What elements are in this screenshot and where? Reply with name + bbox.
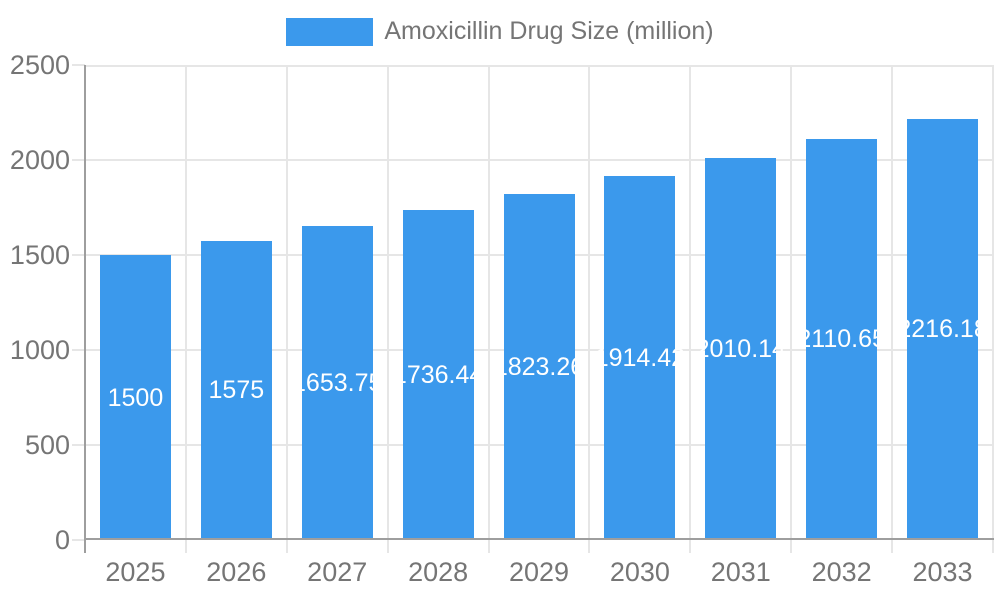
y-axis-label: 1000: [9, 335, 70, 365]
bar-2032[interactable]: [806, 138, 878, 540]
gridline-x: [790, 65, 793, 540]
x-tick: [992, 540, 994, 553]
x-axis-label-2033: 2033: [912, 557, 973, 587]
x-tick: [285, 540, 288, 553]
bar-2026[interactable]: [200, 240, 272, 540]
y-axis-line: [84, 65, 86, 553]
x-tick: [689, 540, 692, 553]
x-tick: [588, 540, 591, 553]
gridline-x: [992, 65, 994, 540]
x-axis-label-2028: 2028: [408, 557, 469, 587]
bar-2025[interactable]: [99, 255, 171, 540]
x-axis-label-2026: 2026: [206, 557, 267, 587]
x-axis-label-2027: 2027: [307, 557, 368, 587]
x-tick: [487, 540, 490, 553]
x-axis-label-2031: 2031: [710, 557, 771, 587]
y-tick-500: [72, 444, 85, 446]
y-axis-label: 1500: [9, 240, 70, 270]
x-axis-label-2029: 2029: [508, 557, 570, 587]
x-tick: [386, 540, 389, 553]
y-tick-0: [72, 539, 85, 541]
gridline-x: [487, 65, 490, 540]
bar-2029[interactable]: [503, 193, 575, 540]
y-tick-1500: [72, 254, 85, 256]
x-axis-label-2032: 2032: [811, 557, 872, 587]
y-axis-label: 2000: [9, 145, 70, 175]
y-axis-label: 0: [54, 525, 70, 555]
y-axis-label: 2500: [9, 50, 70, 80]
gridline-x: [285, 65, 288, 540]
gridline-x: [184, 65, 187, 540]
gridline-x: [689, 65, 692, 540]
bar-2027[interactable]: [301, 225, 373, 540]
x-tick: [790, 540, 793, 553]
x-tick: [184, 540, 187, 553]
gridline-y-2500: [85, 65, 993, 67]
bar-2031[interactable]: [705, 158, 777, 540]
legend[interactable]: Amoxicillin Drug Size (million): [0, 17, 1000, 46]
gridline-y-2000: [85, 159, 993, 161]
x-tick: [891, 540, 894, 553]
bar-2033[interactable]: [907, 118, 979, 540]
gridline-x: [891, 65, 894, 540]
legend-label: Amoxicillin Drug Size (million): [384, 17, 714, 45]
y-tick-1000: [72, 349, 85, 351]
bar-2030[interactable]: [604, 176, 676, 540]
legend-swatch-icon: [286, 17, 374, 46]
plot-area: 0 500 1000 1500 2000 2500 1500 2025 1575 2026 1653…: [10, 50, 994, 587]
gridline-x: [386, 65, 389, 540]
x-axis-label-2030: 2030: [609, 557, 670, 587]
x-axis-label-2025: 2025: [105, 557, 166, 587]
y-tick-2500: [72, 64, 85, 66]
x-axis-line: [84, 538, 994, 540]
y-axis-label: 500: [24, 430, 70, 460]
gridline-x: [588, 65, 591, 540]
bar-2028[interactable]: [402, 210, 474, 540]
y-tick-2000: [72, 159, 85, 161]
